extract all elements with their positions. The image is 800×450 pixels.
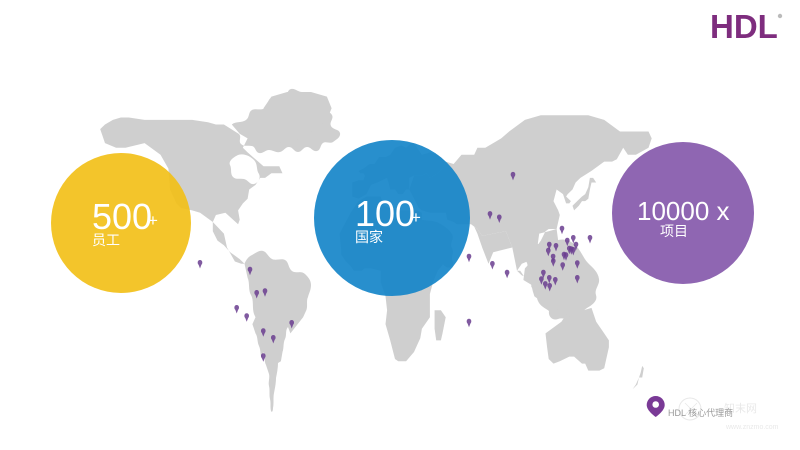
svg-text:www.znzmo.com: www.znzmo.com [725,424,779,431]
svg-text:500: 500 [92,196,152,237]
svg-text:HDL: HDL [710,8,778,45]
svg-text:员工: 员工 [92,232,120,248]
svg-text:项目: 项目 [660,223,688,239]
svg-text:100: 100 [355,193,415,234]
svg-text:+: + [148,211,158,230]
svg-text:10000 x: 10000 x [637,196,730,226]
svg-text:知末网: 知末网 [724,401,757,415]
svg-text:+: + [411,208,421,227]
svg-text:国家: 国家 [355,229,383,245]
